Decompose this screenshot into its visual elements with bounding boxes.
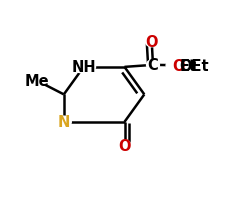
Text: O: O bbox=[118, 138, 131, 153]
Ellipse shape bbox=[147, 60, 159, 71]
Text: OEt: OEt bbox=[179, 59, 209, 73]
Ellipse shape bbox=[26, 75, 47, 87]
Text: N: N bbox=[58, 115, 70, 130]
Text: O: O bbox=[173, 59, 185, 73]
Text: O: O bbox=[145, 35, 158, 50]
Text: Et: Et bbox=[180, 59, 197, 73]
Ellipse shape bbox=[118, 140, 131, 151]
Text: NH: NH bbox=[71, 60, 96, 75]
Ellipse shape bbox=[145, 37, 158, 48]
Ellipse shape bbox=[72, 61, 96, 74]
Text: C: C bbox=[148, 58, 158, 73]
Text: Me: Me bbox=[24, 73, 49, 89]
Ellipse shape bbox=[166, 60, 192, 72]
Ellipse shape bbox=[57, 117, 71, 128]
